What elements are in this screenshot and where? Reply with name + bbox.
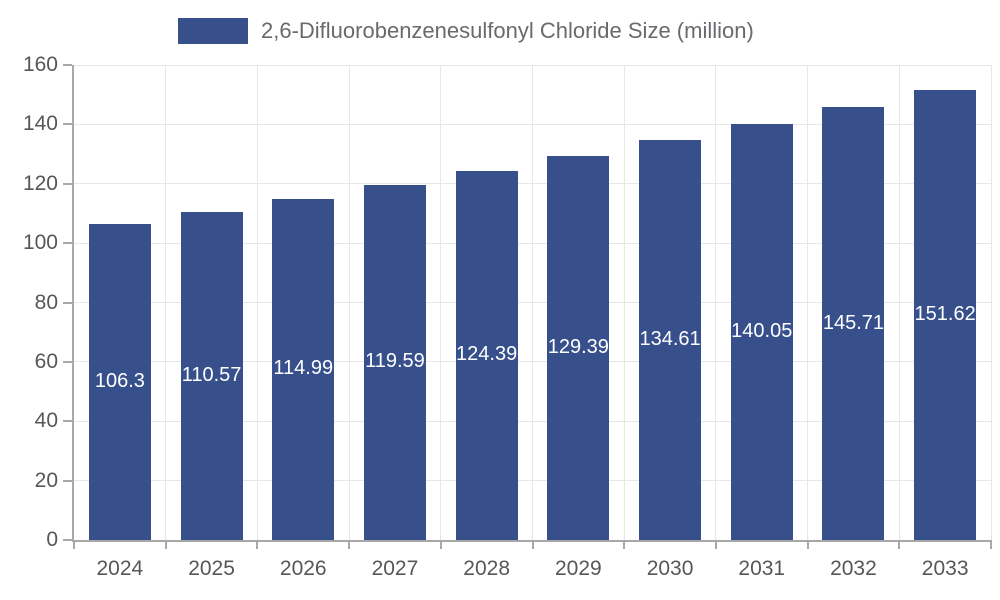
y-axis-tick-label: 0 [46,528,58,551]
x-axis-tick-label: 2024 [96,557,144,580]
y-axis-tick-label: 60 [34,349,58,373]
bar-2030[interactable] [639,140,702,540]
x-gridline [532,65,533,540]
x-axis-tick [623,540,626,549]
x-gridline [348,65,350,540]
bar-2031[interactable] [730,124,793,540]
bar-value-label: 151.62 [914,302,976,325]
bar-2029[interactable] [547,155,610,540]
x-axis-tick [990,540,992,549]
x-axis-tick [806,540,809,549]
y-axis-tick [63,182,72,185]
x-axis-tick [714,540,717,549]
x-axis-tick-label: 2031 [738,557,786,580]
x-gridline [898,65,900,540]
x-gridline [440,65,442,540]
bar-2025[interactable] [180,211,243,540]
x-gridline [990,65,992,540]
x-axis-tick-label: 2026 [279,557,327,580]
y-axis-tick-label: 40 [34,409,58,433]
bar-value-label: 114.99 [273,357,334,380]
y-axis-tick [63,420,72,423]
y-axis-tick [63,64,72,66]
bar-value-label: 110.57 [181,363,242,386]
y-axis-tick [63,360,72,363]
plot-area: 0 20 40 60 80 100 120 140 160 106.3 2024 110.57 2025… [23,54,992,580]
y-axis-tick [63,539,72,541]
bar-2024[interactable] [88,224,151,540]
y-axis-tick [63,242,72,245]
x-gridline [165,65,167,540]
bar-value-label: 129.39 [547,335,609,358]
x-axis-tick-label: 2029 [554,557,602,580]
bar-2032[interactable] [822,107,885,540]
x-axis-tick-label: 2032 [830,557,877,580]
bar-value-label: 140.05 [731,320,793,343]
y-axis-tick [63,301,72,304]
x-gridline [715,65,717,540]
bar-2027[interactable] [363,184,426,540]
y-axis-tick-label: 120 [22,171,58,195]
legend-label: 2,6-Difluorobenzenesulfonyl Chloride Siz… [261,18,754,43]
x-axis-tick-label: 2025 [188,557,235,580]
bar-value-label: 134.61 [639,328,701,351]
x-gridline [807,65,809,540]
y-axis-tick [63,123,72,126]
x-axis-tick [531,540,534,549]
bar-2028[interactable] [455,170,518,540]
x-axis-tick [256,540,259,549]
y-axis-tick-label: 160 [22,53,58,76]
y-axis-tick-label: 20 [34,468,58,492]
bar-2026[interactable] [272,198,335,540]
x-axis-tick-label: 2028 [463,557,510,580]
bar-value-label: 106.3 [94,370,145,393]
bar-value-label: 124.39 [456,343,518,366]
legend-item[interactable]: 2,6-Difluorobenzenesulfonyl Chloride Siz… [178,18,754,44]
x-axis-tick [898,540,901,549]
x-gridline [256,65,258,540]
x-axis-tick-label: 2027 [371,557,419,580]
legend-swatch-icon [178,18,248,44]
y-axis-tick-label: 100 [22,231,58,255]
x-axis-tick [348,540,351,549]
bar-value-label: 119.59 [365,350,425,373]
y-axis-tick-label: 80 [34,290,58,314]
x-axis-tick-label: 2033 [921,557,969,580]
y-axis-line [72,65,74,540]
y-axis-tick-label: 140 [22,112,58,136]
x-axis-tick [439,540,442,549]
x-axis-tick [73,540,75,549]
x-gridline [623,65,625,540]
x-axis-tick-label: 2030 [646,557,694,580]
bar-value-label: 145.71 [822,311,885,334]
x-axis-tick [164,540,167,549]
y-axis-tick [63,479,72,482]
bar-2033[interactable] [914,89,977,540]
